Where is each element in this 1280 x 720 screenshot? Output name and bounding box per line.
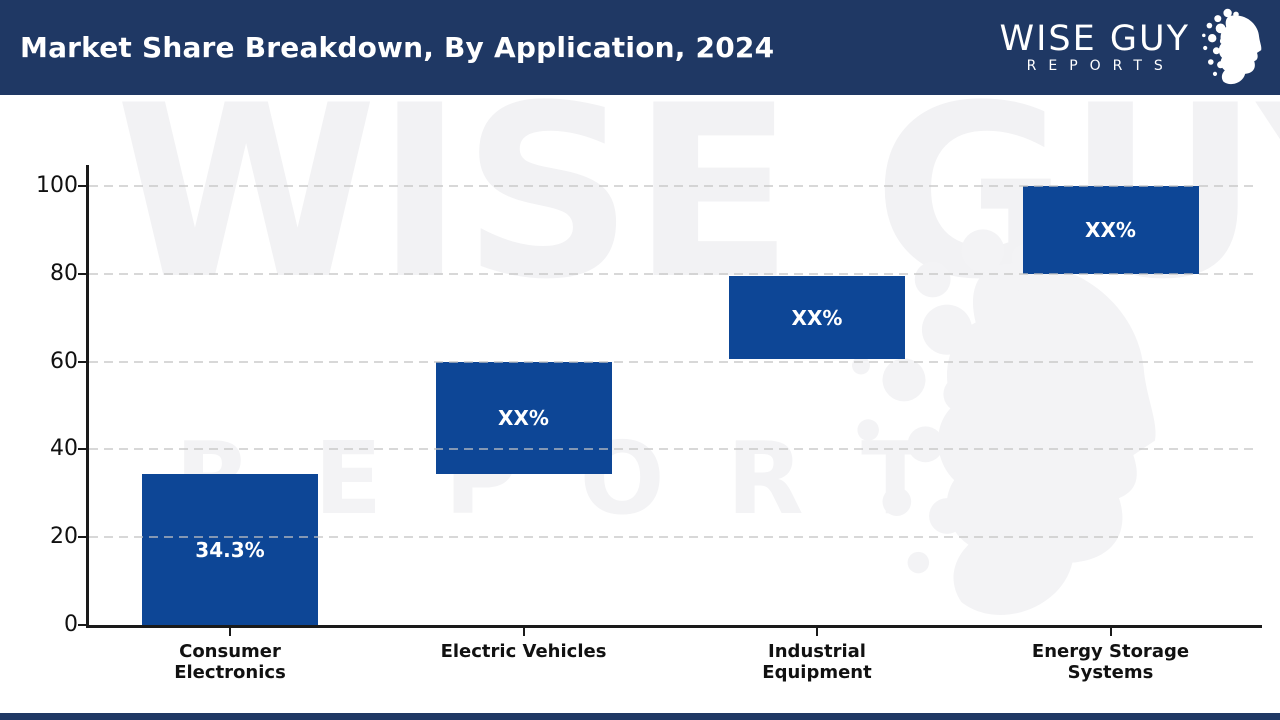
bar-value-label: XX% — [498, 406, 549, 430]
gridline-100 — [89, 185, 1258, 187]
bar-1: XX% — [435, 361, 612, 475]
y-tick-label: 80 — [50, 260, 78, 286]
y-tick-mark — [78, 185, 86, 187]
x-axis-line — [86, 625, 1262, 628]
x-tick-mark — [229, 628, 231, 636]
wiseguy-head-icon — [1202, 8, 1262, 84]
page-title: Market Share Breakdown, By Application, … — [20, 31, 775, 64]
gridline-80 — [89, 272, 1258, 275]
x-category-label-line: Consumer — [179, 641, 281, 662]
x-category-label: Industrial Equipment — [697, 641, 937, 683]
gridline-60 — [89, 360, 1258, 363]
bar-0: 34.3% — [142, 474, 318, 625]
x-category-label-line: Industrial — [768, 641, 866, 662]
bar-3: XX% — [1022, 186, 1199, 274]
x-category-label-line: Electric Vehicles — [440, 641, 607, 662]
brand-subname: REPORTS — [1026, 57, 1175, 74]
x-category-label-line: Systems — [1067, 662, 1154, 683]
x-category-label: Electric Vehicles — [404, 641, 644, 662]
y-tick-label: 0 — [64, 612, 78, 637]
gridline-20 — [89, 536, 1258, 539]
y-tick-mark — [78, 272, 86, 275]
y-tick-mark — [78, 360, 86, 363]
x-category-label-line: Electronics — [174, 662, 286, 683]
y-tick-label: 100 — [36, 173, 78, 198]
brand-logo: WISE GUY REPORTS — [999, 6, 1266, 90]
x-tick-mark — [816, 628, 818, 636]
y-tick-mark — [78, 448, 86, 451]
bar-value-label: XX% — [791, 305, 843, 330]
x-category-label: Consumer Electronics — [110, 641, 350, 683]
x-tick-mark — [1109, 628, 1112, 636]
gridline-40 — [89, 448, 1258, 451]
y-tick-label: 40 — [50, 436, 78, 462]
x-category-label-line: Equipment — [762, 662, 872, 683]
y-tick-label: 60 — [50, 348, 78, 374]
brand-logo-text: WISE GUY REPORTS — [999, 21, 1190, 75]
x-category-label-line: Energy Storage — [1031, 641, 1190, 662]
bar-2: XX% — [729, 275, 905, 360]
x-category-label: Energy Storage Systems — [991, 641, 1231, 683]
y-tick-label: 20 — [50, 524, 78, 550]
bar-value-label: 34.3% — [195, 537, 265, 562]
x-tick-mark — [522, 628, 525, 636]
brand-name: WISE GUY — [999, 18, 1190, 59]
y-tick-mark — [78, 624, 86, 626]
footer-bar — [0, 713, 1280, 720]
header-bar: Market Share Breakdown, By Application, … — [0, 0, 1280, 95]
chart-canvas: WISE GUY REPORTS 02040608010034.3%Consum… — [0, 95, 1280, 713]
y-axis-line — [86, 165, 89, 627]
y-tick-mark — [78, 536, 86, 539]
bar-value-label: XX% — [1085, 217, 1136, 242]
